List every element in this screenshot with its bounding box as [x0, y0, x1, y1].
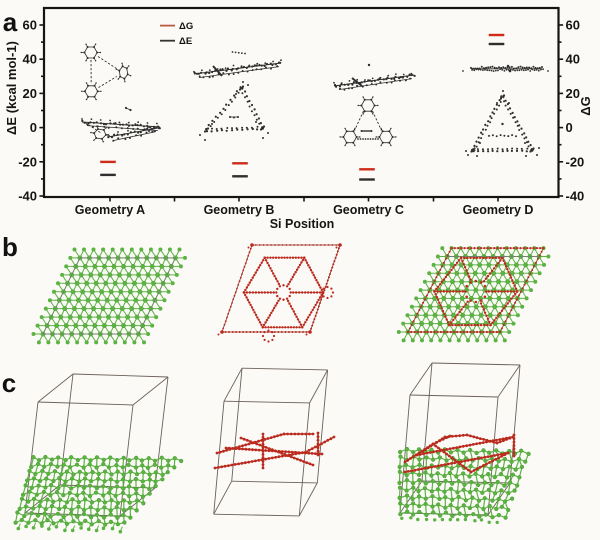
svg-text:40: 40 — [23, 52, 37, 67]
svg-text:a: a — [3, 7, 18, 37]
svg-text:0: 0 — [30, 120, 37, 135]
svg-text:20: 20 — [566, 86, 580, 101]
svg-text:c: c — [2, 368, 16, 398]
svg-text:0: 0 — [566, 120, 573, 135]
svg-text:Geometry B: Geometry B — [204, 203, 275, 217]
svg-text:b: b — [2, 232, 18, 262]
svg-text:Geometry A: Geometry A — [75, 203, 145, 217]
svg-text:40: 40 — [566, 52, 580, 67]
svg-text:-40: -40 — [566, 189, 585, 204]
svg-text:Geometry D: Geometry D — [463, 203, 534, 217]
svg-text:ΔG: ΔG — [578, 96, 593, 115]
svg-text:20: 20 — [23, 86, 37, 101]
svg-text:-20: -20 — [566, 154, 585, 169]
svg-text:60: 60 — [566, 17, 580, 32]
svg-text:60: 60 — [23, 17, 37, 32]
svg-text:ΔE: ΔE — [179, 36, 192, 47]
svg-text:Geometry C: Geometry C — [333, 203, 404, 217]
svg-text:ΔE (kcal mol-1): ΔE (kcal mol-1) — [4, 41, 19, 135]
svg-text:ΔG: ΔG — [179, 21, 193, 32]
svg-text:-40: -40 — [18, 189, 37, 204]
svg-text:-20: -20 — [18, 154, 37, 169]
svg-text:Si Position: Si Position — [270, 217, 335, 231]
